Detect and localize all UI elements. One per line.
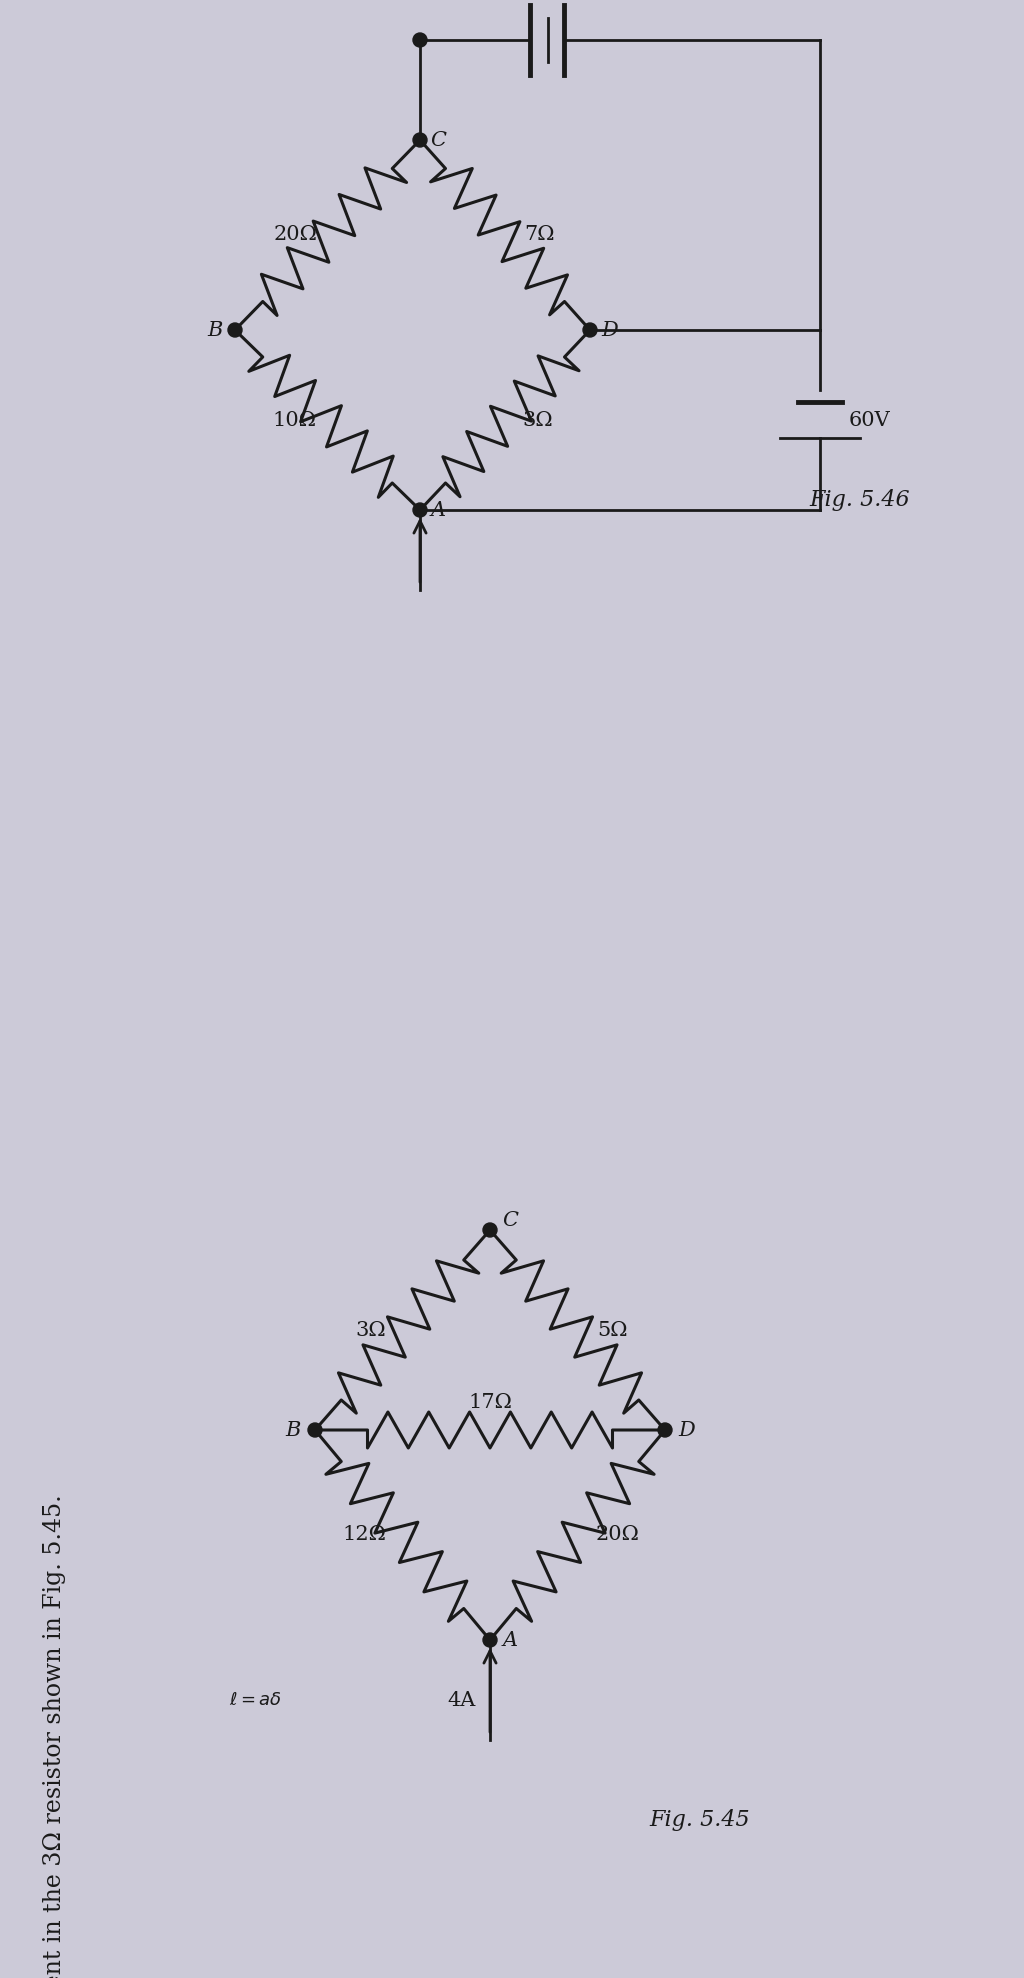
Circle shape: [583, 322, 597, 336]
Text: B: B: [286, 1420, 301, 1440]
Circle shape: [483, 1222, 497, 1236]
Circle shape: [483, 1634, 497, 1648]
Circle shape: [413, 502, 427, 516]
Text: D: D: [602, 320, 618, 340]
Text: 4A: 4A: [447, 1691, 476, 1709]
Text: 60V: 60V: [849, 411, 891, 429]
Text: 3Ω: 3Ω: [522, 411, 553, 429]
Text: A: A: [430, 500, 445, 520]
Text: 20Ω: 20Ω: [273, 225, 317, 245]
Text: C: C: [502, 1211, 518, 1230]
Text: Fig. 5.45: Fig. 5.45: [649, 1810, 751, 1832]
Text: 20Ω: 20Ω: [596, 1525, 639, 1545]
Text: 17Ω: 17Ω: [468, 1393, 512, 1412]
Text: Fig. 5.46: Fig. 5.46: [810, 489, 910, 510]
Text: 12Ω: 12Ω: [343, 1525, 386, 1545]
Circle shape: [658, 1422, 672, 1436]
Text: 5Ω: 5Ω: [597, 1321, 628, 1339]
Text: C: C: [430, 131, 446, 150]
Text: D: D: [679, 1420, 695, 1440]
Circle shape: [308, 1422, 322, 1436]
Text: A: A: [503, 1630, 517, 1650]
Circle shape: [228, 322, 242, 336]
Text: $\ell=a\delta$: $\ell=a\delta$: [228, 1691, 282, 1709]
Text: Calculate the current in the 3Ω resistor shown in Fig. 5.45.: Calculate the current in the 3Ω resistor…: [43, 1493, 67, 1978]
Circle shape: [413, 34, 427, 47]
Text: B: B: [207, 320, 222, 340]
Circle shape: [413, 133, 427, 146]
Text: 3Ω: 3Ω: [355, 1321, 386, 1339]
Text: 10Ω: 10Ω: [272, 411, 316, 429]
Text: 7Ω: 7Ω: [524, 225, 555, 245]
